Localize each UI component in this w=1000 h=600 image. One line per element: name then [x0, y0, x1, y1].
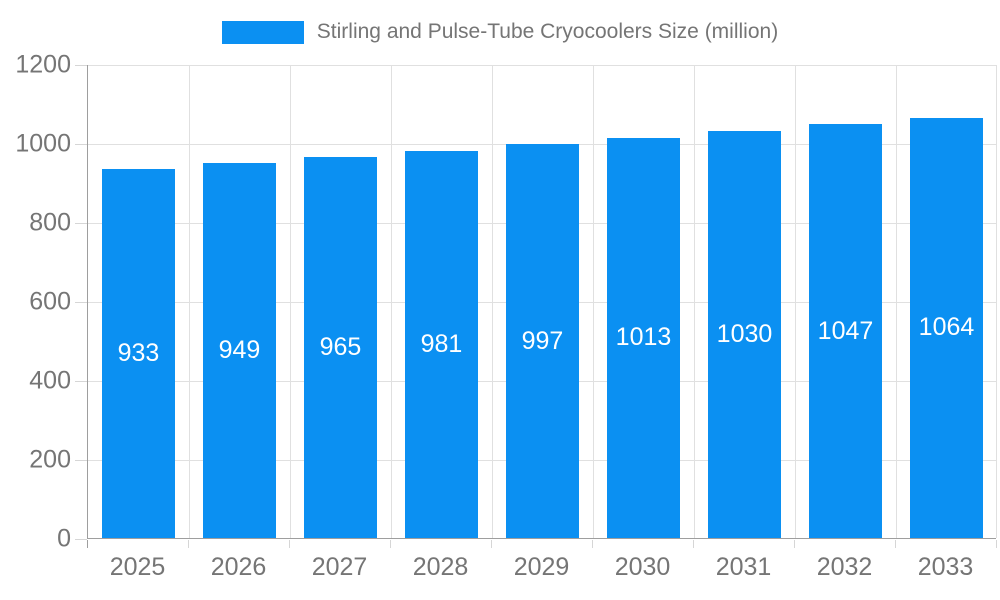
x-axis-tick [592, 540, 593, 548]
legend-label: Stirling and Pulse-Tube Cryocoolers Size… [316, 20, 779, 43]
y-axis-label: 800 [29, 208, 71, 237]
gridline-v [593, 65, 594, 538]
bar-2029[interactable]: 997 [505, 144, 580, 538]
x-axis-tick [188, 540, 189, 548]
bar-2030[interactable]: 1013 [606, 137, 681, 538]
bar-value-label: 965 [319, 332, 362, 361]
x-axis-label: 2033 [917, 552, 974, 581]
y-axis-tick [75, 460, 87, 461]
gridline-v [694, 65, 695, 538]
y-axis-tick [75, 65, 87, 66]
x-axis-tick [87, 540, 88, 548]
gridline-v [896, 65, 897, 538]
bar-2027[interactable]: 965 [303, 156, 378, 538]
x-axis-tick [390, 540, 391, 548]
bar-2025[interactable]: 933 [101, 169, 176, 538]
legend[interactable]: Stirling and Pulse-Tube Cryocoolers Size… [0, 20, 1000, 44]
x-axis-label: 2028 [412, 552, 469, 581]
gridline-v [189, 65, 190, 538]
x-axis-label: 2026 [210, 552, 267, 581]
bar-2026[interactable]: 949 [202, 163, 277, 538]
gridline-v [492, 65, 493, 538]
y-axis-label: 400 [29, 366, 71, 395]
y-axis-tick [75, 144, 87, 145]
x-axis-label: 2032 [816, 552, 873, 581]
gridline-v [290, 65, 291, 538]
bar-value-label: 1064 [918, 313, 975, 342]
x-axis-tick [794, 540, 795, 548]
x-axis-label: 2027 [311, 552, 368, 581]
gridline-h [88, 65, 996, 66]
y-axis-label: 200 [29, 445, 71, 474]
x-axis-label: 2031 [715, 552, 772, 581]
x-axis-label: 2029 [513, 552, 570, 581]
y-axis-label: 600 [29, 287, 71, 316]
bar-value-label: 1030 [716, 320, 773, 349]
x-axis-tick [693, 540, 694, 548]
y-axis-tick [75, 381, 87, 382]
y-axis-tick [75, 223, 87, 224]
bar-value-label: 1013 [615, 323, 672, 352]
x-axis-label: 2030 [614, 552, 671, 581]
bar-2033[interactable]: 1064 [909, 117, 984, 538]
y-axis-label: 1000 [15, 129, 71, 158]
y-axis-tick [75, 539, 87, 540]
plot-area: 933 949 965 981 997 1013 1030 1047 1064 [87, 65, 997, 539]
y-axis-tick [75, 302, 87, 303]
gridline-v [795, 65, 796, 538]
x-axis-tick [491, 540, 492, 548]
bar-2028[interactable]: 981 [404, 150, 479, 538]
gridline-v [996, 65, 997, 538]
y-axis-label: 1200 [15, 50, 71, 79]
bar-value-label: 949 [218, 336, 261, 365]
bar-2032[interactable]: 1047 [808, 124, 883, 538]
bar-value-label: 1047 [817, 316, 874, 345]
legend-swatch [221, 20, 304, 44]
gridline-v [391, 65, 392, 538]
x-axis-label: 2025 [109, 552, 166, 581]
bar-2031[interactable]: 1030 [707, 131, 782, 538]
bar-value-label: 981 [420, 329, 463, 358]
x-axis-tick [996, 540, 997, 548]
x-axis-tick [895, 540, 896, 548]
bar-value-label: 933 [117, 339, 160, 368]
y-axis-label: 0 [57, 524, 71, 553]
x-axis-tick [289, 540, 290, 548]
bar-value-label: 997 [521, 326, 564, 355]
